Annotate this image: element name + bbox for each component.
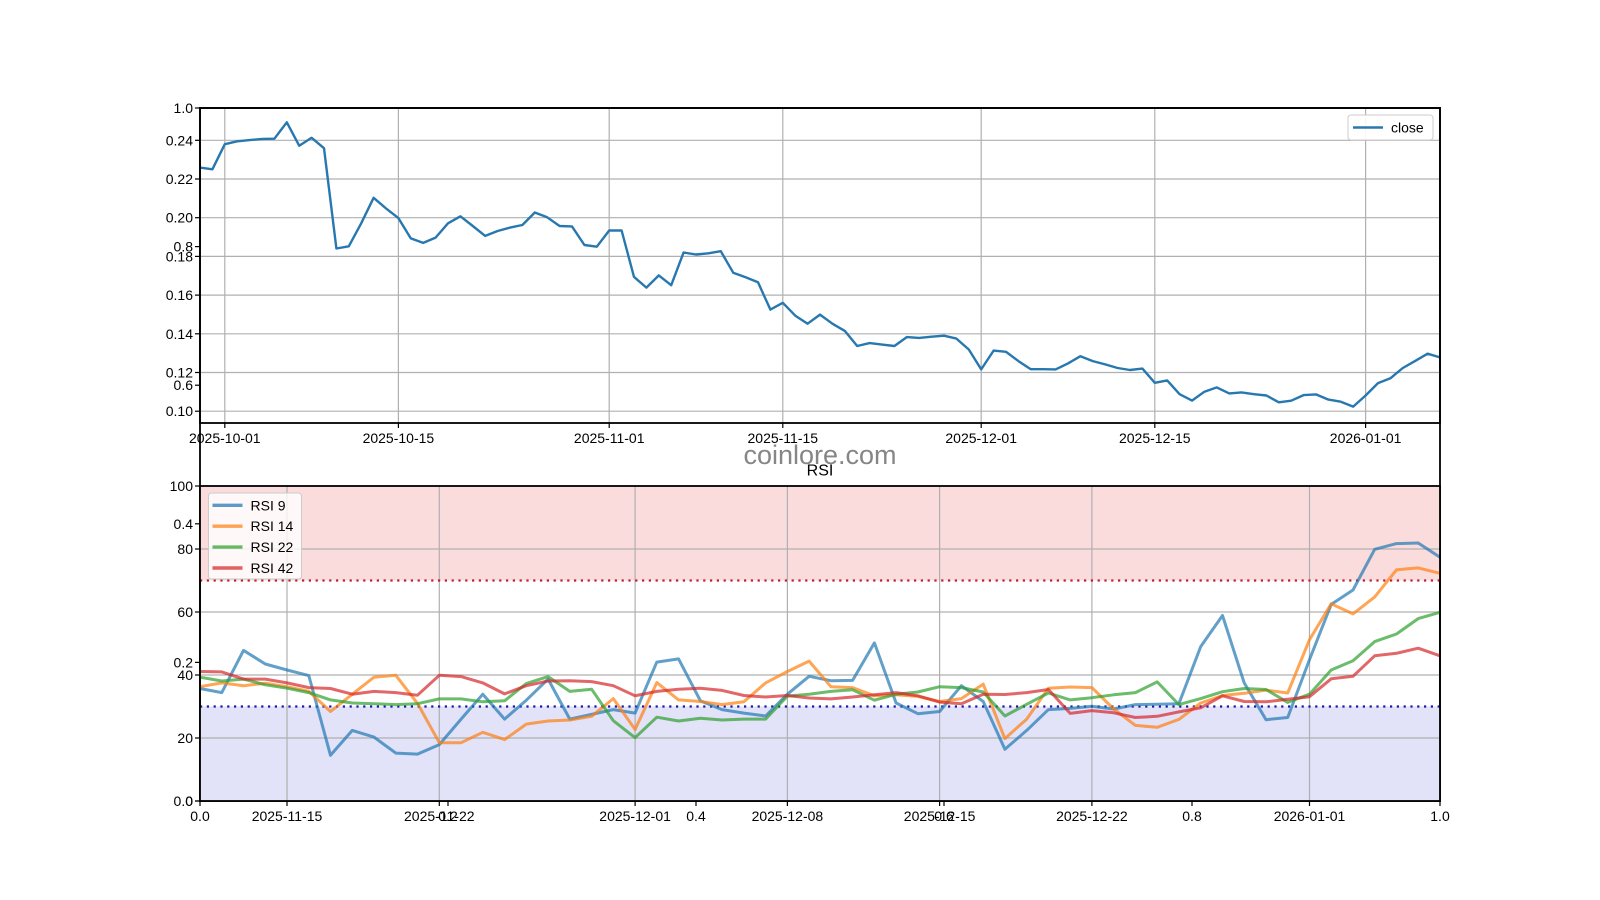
svg-text:0.20: 0.20 bbox=[166, 210, 193, 226]
svg-text:2025-12-01: 2025-12-01 bbox=[945, 430, 1017, 446]
svg-text:RSI 42: RSI 42 bbox=[251, 560, 294, 576]
svg-text:2025-11-01: 2025-11-01 bbox=[574, 430, 645, 446]
svg-text:RSI 22: RSI 22 bbox=[251, 539, 294, 555]
svg-text:2025-11-15: 2025-11-15 bbox=[252, 808, 323, 824]
svg-text:80: 80 bbox=[177, 541, 193, 557]
svg-text:RSI 14: RSI 14 bbox=[251, 518, 294, 534]
svg-text:0.18: 0.18 bbox=[166, 248, 193, 264]
svg-text:0.16: 0.16 bbox=[166, 287, 193, 303]
svg-text:0.2: 0.2 bbox=[438, 808, 458, 824]
svg-text:40: 40 bbox=[177, 667, 193, 683]
svg-text:2025-10-01: 2025-10-01 bbox=[189, 430, 261, 446]
svg-text:0.6: 0.6 bbox=[934, 808, 954, 824]
svg-text:2025-11-22: 2025-11-22 bbox=[404, 808, 475, 824]
svg-text:close: close bbox=[1391, 120, 1424, 136]
svg-text:0.0: 0.0 bbox=[174, 793, 194, 809]
svg-text:2026-01-01: 2026-01-01 bbox=[1330, 430, 1402, 446]
svg-text:0: 0 bbox=[185, 793, 193, 809]
svg-text:0.8: 0.8 bbox=[1182, 808, 1202, 824]
svg-text:coinlore.com: coinlore.com bbox=[743, 440, 896, 470]
svg-text:60: 60 bbox=[177, 604, 193, 620]
svg-text:0.10: 0.10 bbox=[166, 403, 193, 419]
svg-text:0.0: 0.0 bbox=[190, 808, 210, 824]
svg-text:2025-12-08: 2025-12-08 bbox=[752, 808, 824, 824]
svg-text:2025-10-15: 2025-10-15 bbox=[363, 430, 435, 446]
svg-text:RSI: RSI bbox=[807, 463, 834, 480]
svg-text:0.24: 0.24 bbox=[166, 132, 193, 148]
svg-text:2025-12-15: 2025-12-15 bbox=[904, 808, 976, 824]
svg-text:1.0: 1.0 bbox=[1430, 808, 1450, 824]
svg-text:0.14: 0.14 bbox=[166, 326, 193, 342]
svg-text:2026-01-01: 2026-01-01 bbox=[1274, 808, 1346, 824]
svg-text:0.6: 0.6 bbox=[174, 377, 194, 393]
svg-text:20: 20 bbox=[177, 730, 193, 746]
svg-text:0.12: 0.12 bbox=[166, 365, 193, 381]
svg-text:RSI 9: RSI 9 bbox=[251, 497, 286, 513]
svg-text:1.0: 1.0 bbox=[174, 100, 194, 116]
svg-text:0.22: 0.22 bbox=[166, 171, 193, 187]
svg-text:0.4: 0.4 bbox=[174, 516, 194, 532]
svg-text:2025-12-15: 2025-12-15 bbox=[1119, 430, 1191, 446]
svg-text:2025-11-15: 2025-11-15 bbox=[748, 430, 819, 446]
svg-text:0.4: 0.4 bbox=[686, 808, 706, 824]
svg-text:0.2: 0.2 bbox=[174, 654, 194, 670]
svg-text:2025-12-01: 2025-12-01 bbox=[599, 808, 671, 824]
svg-text:2025-12-22: 2025-12-22 bbox=[1056, 808, 1128, 824]
svg-text:0.8: 0.8 bbox=[174, 239, 194, 255]
svg-text:100: 100 bbox=[170, 478, 194, 494]
